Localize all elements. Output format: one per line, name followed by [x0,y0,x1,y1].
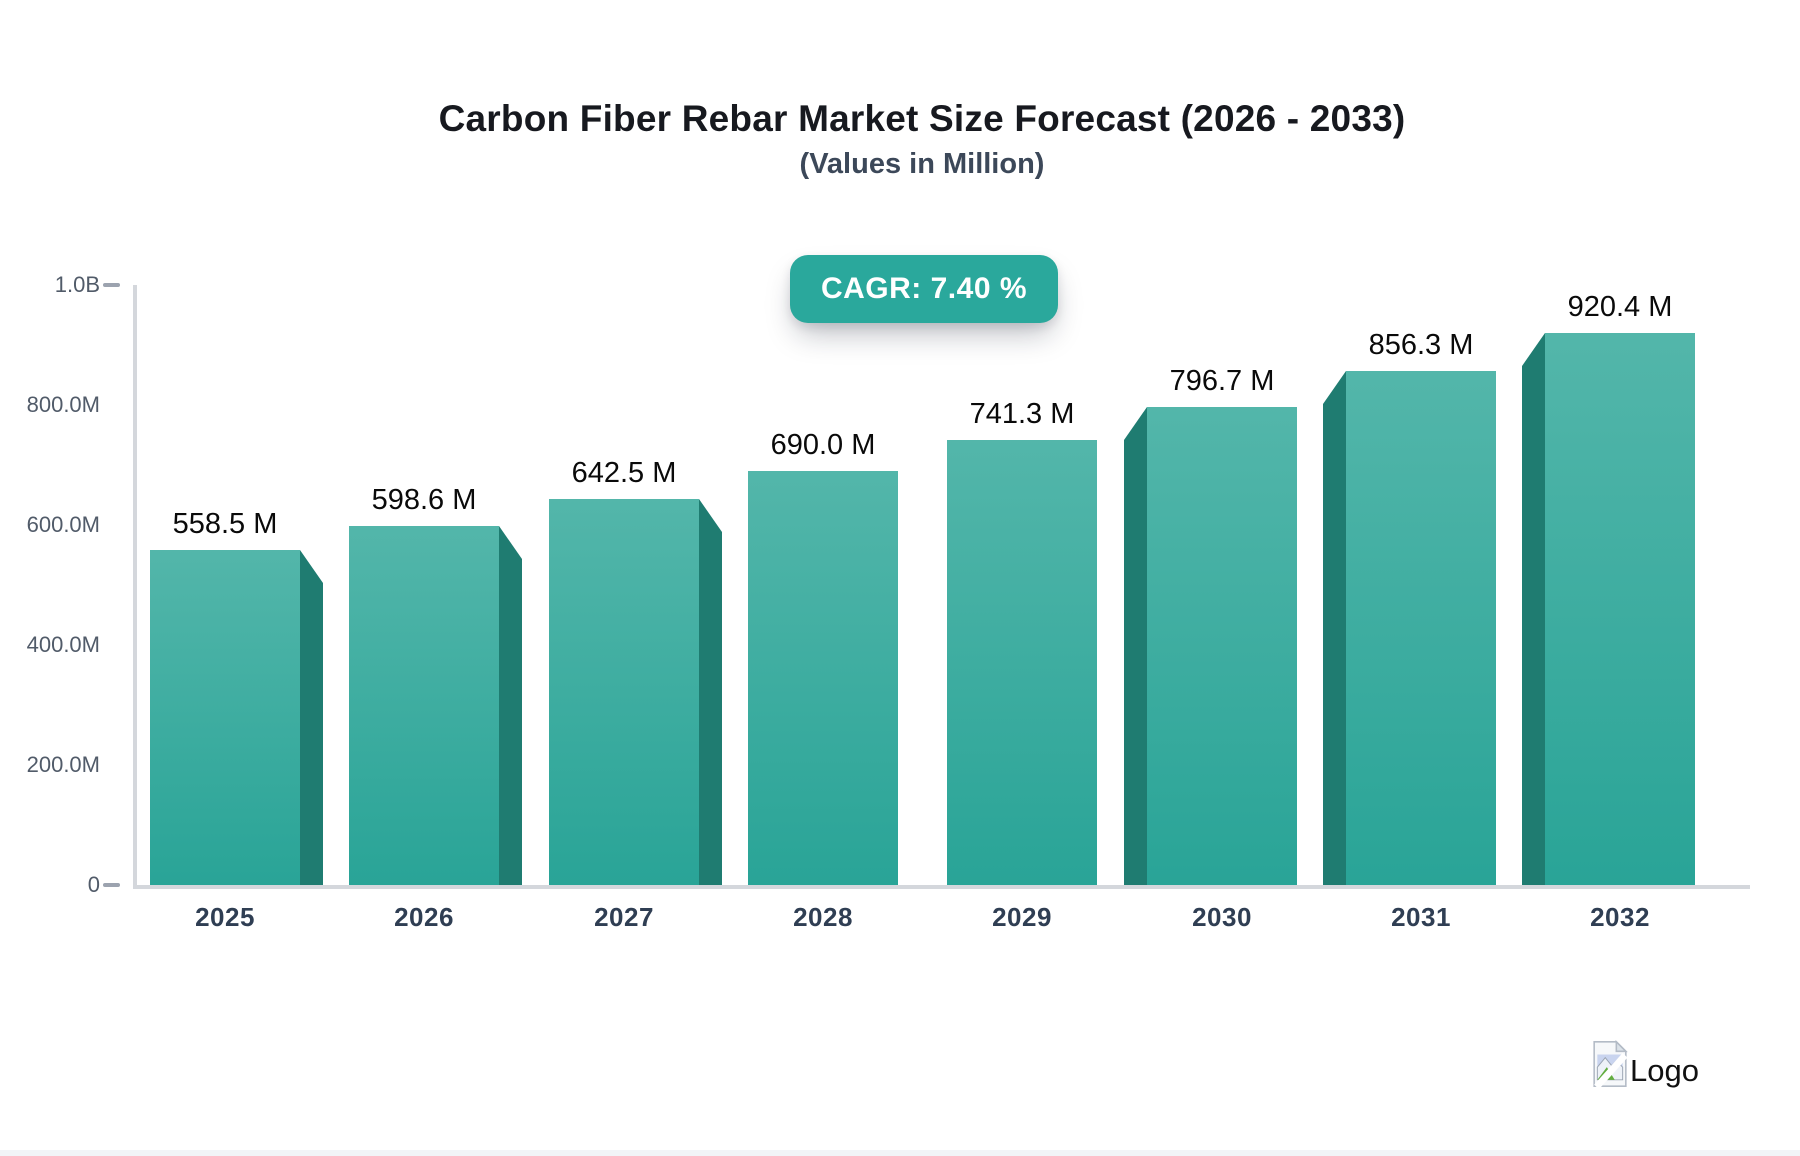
chart-title: Carbon Fiber Rebar Market Size Forecast … [438,98,1406,139]
x-axis-label: 2027 [594,902,654,932]
bar-value-label: 741.3 M [969,398,1075,430]
x-axis-line [133,885,1750,889]
bar-value-label: 920.4 M [1567,291,1673,323]
y-axis-label: 0 [87,872,100,897]
bar-column [150,550,300,885]
bar-value-label: 642.5 M [571,457,677,489]
x-axis-label: 2031 [1391,902,1451,932]
cagr-badge: CAGR: 7.40 % [790,255,1058,323]
broken-image-icon [1591,1040,1629,1088]
bar-value-label: 856.3 M [1368,329,1474,361]
y-axis-tick [103,883,120,887]
bar-side-face [1522,333,1545,885]
y-axis-line [133,285,137,889]
bar-side-face [300,550,323,885]
chart-subtitle: (Values in Million) [799,148,1045,180]
logo: Logo [1591,1040,1699,1088]
x-axis-label: 2026 [394,902,454,932]
bar-side-face [699,499,722,885]
bar-value-label: 690.0 M [770,429,876,461]
cagr-badge-label: CAGR: 7.40 % [820,272,1028,305]
bar-column [947,440,1097,885]
bar-column [1147,407,1297,885]
bar-side-face [499,526,522,885]
bar-column [549,499,699,885]
y-axis-label: 800.0M [26,392,100,417]
x-axis-label: 2028 [793,902,853,932]
bar-column [349,526,499,885]
x-axis-label: 2032 [1590,902,1650,932]
bar-column [1545,333,1695,885]
y-axis-label: 1.0B [54,272,100,297]
logo-alt-text: Logo [1630,1053,1699,1088]
x-axis-label: 2029 [992,902,1052,932]
bar-side-face [1124,407,1147,885]
x-axis-label: 2030 [1192,902,1252,932]
x-axis-label: 2025 [195,902,255,932]
y-axis-tick [103,283,120,287]
y-axis-label: 600.0M [26,512,100,537]
bar-value-label: 598.6 M [371,484,477,516]
bottom-border [0,1150,1800,1156]
bar-column [1346,371,1496,885]
bar-value-label: 796.7 M [1169,365,1275,397]
bar-column [748,471,898,885]
bar-value-label: 558.5 M [172,508,278,540]
bar-side-face [1323,371,1346,885]
y-axis-label: 400.0M [26,632,100,657]
y-axis-label: 200.0M [26,752,100,777]
